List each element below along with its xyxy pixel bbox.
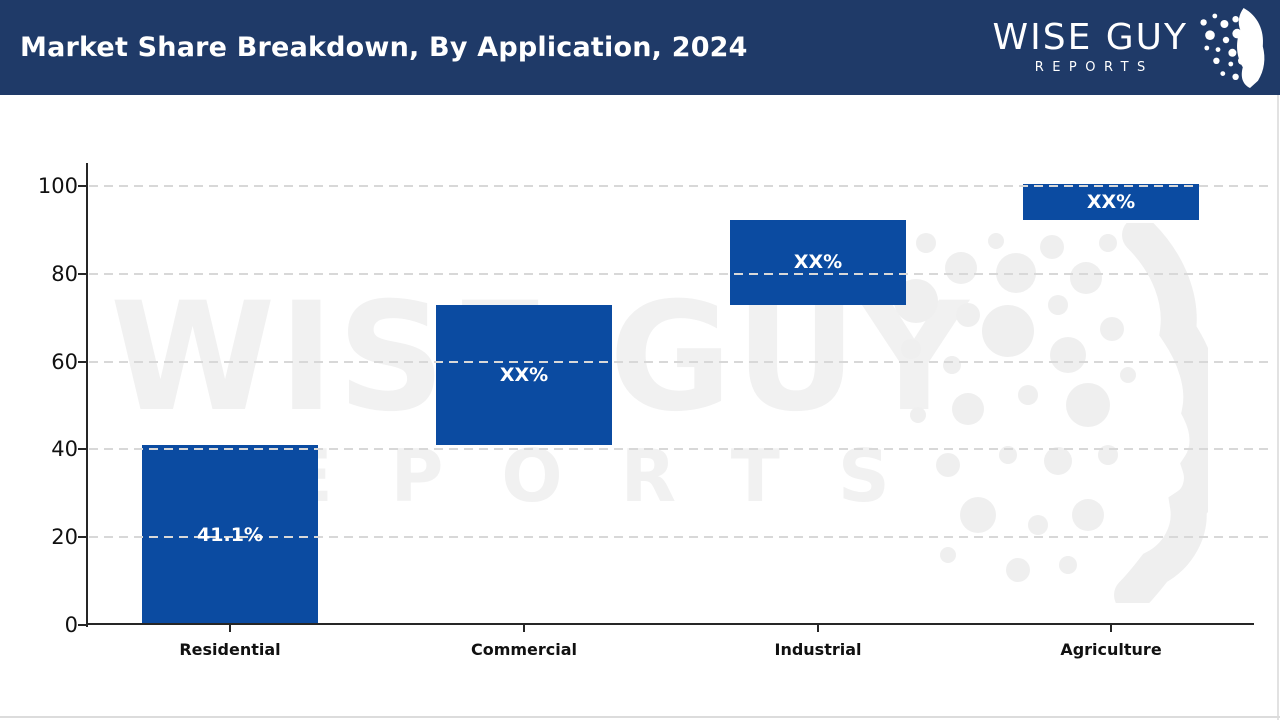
logo-wordmark: WISE GUY bbox=[992, 17, 1188, 58]
bar-agriculture bbox=[1023, 184, 1199, 220]
x-axis-line bbox=[86, 623, 1254, 625]
frame-bottom-border bbox=[0, 716, 1280, 718]
y-tick-label: 0 bbox=[64, 613, 78, 637]
y-tick-label: 60 bbox=[51, 349, 78, 374]
logo-text: WISE GUY REPORTS bbox=[992, 17, 1189, 76]
bar-value-label: XX% bbox=[499, 363, 549, 386]
bar-value-label: XX% bbox=[1086, 191, 1136, 214]
y-tick-mark bbox=[78, 185, 86, 187]
frame-right-border bbox=[1277, 95, 1279, 720]
y-tick-label: 80 bbox=[51, 261, 78, 286]
chart-canvas: WISE GUY REPORTS 41.1% XX% XX% XX% 0 20 40 60 80… bbox=[0, 95, 1280, 720]
x-tick-mark bbox=[229, 625, 231, 632]
y-axis-line bbox=[86, 163, 88, 627]
wise-guy-reports-logo: WISE GUY REPORTS bbox=[992, 7, 1267, 88]
bar-value-label: 41.1% bbox=[197, 523, 263, 546]
gridline bbox=[89, 185, 1272, 187]
y-tick-mark bbox=[78, 272, 86, 275]
category-label-residential: Residential bbox=[179, 640, 281, 659]
logo-subtitle: REPORTS bbox=[1034, 60, 1154, 75]
gridline bbox=[89, 272, 1272, 275]
category-label-agriculture: Agriculture bbox=[1060, 640, 1162, 659]
y-tick-mark bbox=[78, 624, 86, 626]
y-tick-mark bbox=[78, 448, 86, 451]
y-tick-label: 100 bbox=[37, 174, 78, 198]
category-label-commercial: Commercial bbox=[470, 640, 578, 659]
x-tick-mark bbox=[1110, 625, 1112, 632]
x-tick-mark bbox=[523, 625, 525, 632]
y-tick-label: 20 bbox=[51, 525, 78, 550]
category-label-industrial: Industrial bbox=[774, 640, 862, 659]
x-tick-mark bbox=[817, 625, 819, 632]
y-tick-mark bbox=[78, 536, 86, 539]
y-tick-mark bbox=[78, 360, 86, 363]
bar-value-label: XX% bbox=[793, 251, 843, 274]
bar-industrial bbox=[730, 219, 906, 305]
gridline bbox=[89, 536, 1272, 539]
bar-commercial bbox=[436, 304, 612, 445]
y-tick-label: 40 bbox=[51, 437, 78, 462]
gridline bbox=[89, 448, 1272, 451]
watermark-face-icon bbox=[872, 223, 1208, 603]
header-banner: Market Share Breakdown, By Application, … bbox=[0, 0, 1280, 95]
logo-face-icon bbox=[1200, 7, 1265, 88]
bar-residential bbox=[142, 444, 318, 625]
gridline bbox=[89, 360, 1272, 363]
page-title: Market Share Breakdown, By Application, … bbox=[20, 32, 748, 63]
